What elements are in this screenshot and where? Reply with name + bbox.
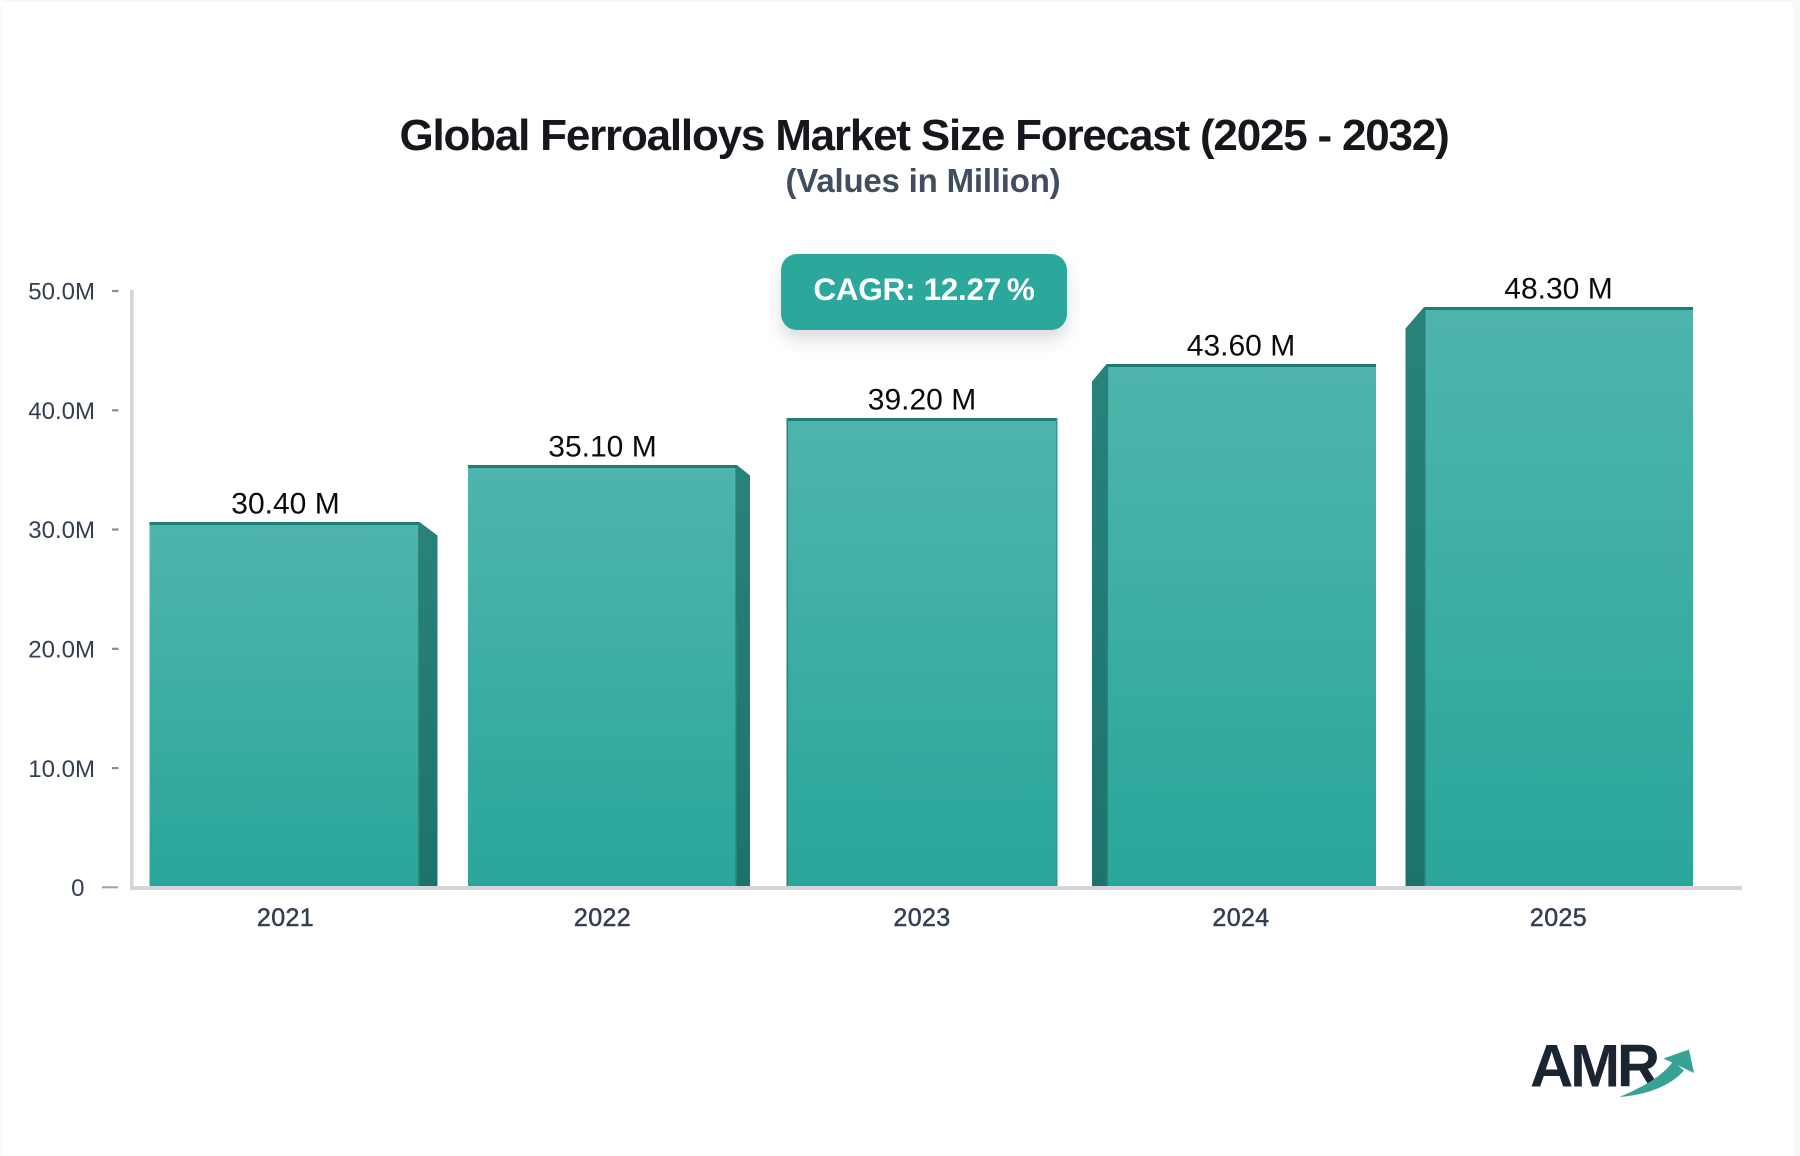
svg-text:2023: 2023 — [893, 904, 950, 932]
svg-text:40.0M: 40.0M — [28, 398, 95, 425]
svg-text:2021: 2021 — [257, 904, 314, 932]
svg-text:10.0M: 10.0M — [28, 756, 95, 783]
svg-text:50.0M: 50.0M — [28, 279, 95, 306]
svg-text:2025: 2025 — [1530, 904, 1587, 932]
svg-text:30.0M: 30.0M — [28, 517, 95, 544]
svg-text:2024: 2024 — [1212, 904, 1269, 932]
svg-text:48.30 M: 48.30 M — [1504, 273, 1612, 306]
svg-text:35.10 M: 35.10 M — [548, 431, 656, 464]
svg-text:43.60 M: 43.60 M — [1187, 330, 1295, 363]
svg-text:0: 0 — [71, 875, 84, 902]
svg-text:20.0M: 20.0M — [28, 637, 95, 664]
svg-text:39.20 M: 39.20 M — [868, 384, 976, 417]
svg-text:2022: 2022 — [574, 904, 631, 932]
svg-text:30.40 M: 30.40 M — [231, 488, 339, 521]
